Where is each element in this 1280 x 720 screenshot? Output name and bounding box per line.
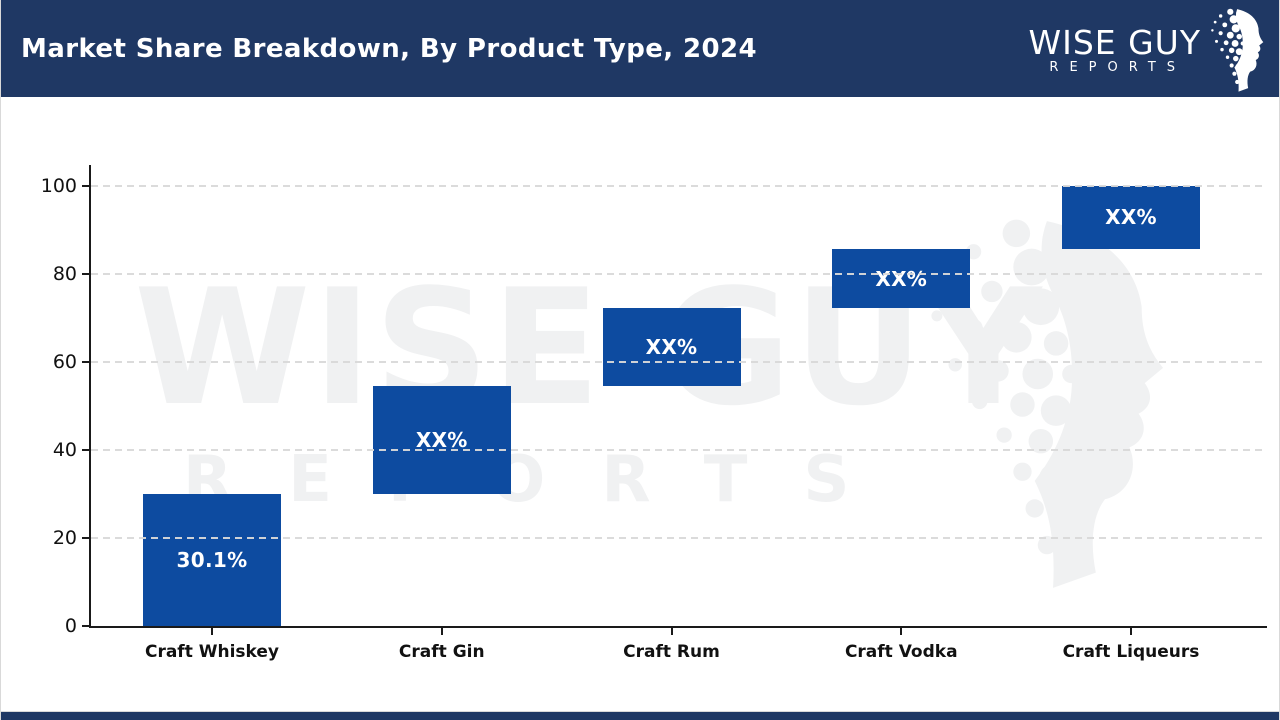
x-axis-label-2: Craft Rum: [623, 642, 720, 662]
y-axis-tick-20: [82, 537, 91, 539]
x-axis-tick-0: [211, 628, 213, 635]
x-axis-tick-3: [900, 628, 903, 635]
x-axis-tick-2: [670, 628, 673, 635]
bar-craft-vodka: XX%: [832, 248, 971, 309]
wiseguy-logo-text: WISE GUY REPORTS: [1028, 22, 1201, 76]
footer-bar: [1, 712, 1279, 720]
x-axis-line: [89, 626, 1267, 628]
y-axis-tick-100: [82, 185, 91, 187]
x-axis-label-3: Craft Vodka: [844, 642, 958, 662]
y-axis-tick-0: [82, 625, 91, 627]
bar-value-label: XX%: [1105, 205, 1157, 230]
gridline-40: [91, 449, 1267, 451]
gridline-100: [91, 185, 1267, 187]
footer-divider: [1, 711, 1279, 712]
bar-craft-whiskey: 30.1%: [143, 493, 281, 626]
y-axis-label-0: 0: [64, 615, 77, 637]
bar-craft-rum: XX%: [602, 308, 741, 386]
wiseguy-logo-reports: REPORTS: [1049, 60, 1187, 76]
y-axis-label-100: 100: [40, 175, 77, 197]
bar-value-label: XX%: [415, 427, 468, 452]
wiseguy-logo-brand: WISE GUY: [1028, 22, 1201, 62]
gridline-60: [91, 361, 1267, 363]
bar-value-label: XX%: [645, 335, 698, 360]
bar-value-label: 30.1%: [176, 547, 248, 572]
x-axis-label-4: Craft Liqueurs: [1062, 642, 1200, 662]
watermark-reports-text: REPORTS: [183, 443, 906, 517]
wiseguy-head-logo-icon: [1211, 8, 1264, 92]
gridline-80: [91, 273, 1267, 275]
y-axis-tick-60: [82, 361, 91, 363]
header-banner: Market Share Breakdown, By Product Type,…: [1, 0, 1279, 97]
bar-value-label: XX%: [875, 266, 928, 291]
x-axis-label-0: Craft Whiskey: [144, 642, 280, 662]
page-title: Market Share Breakdown, By Product Type,…: [21, 33, 757, 64]
bar-craft-liqueurs: XX%: [1062, 186, 1200, 249]
wiseguy-logo: WISE GUY REPORTS: [1028, 6, 1271, 94]
y-axis-line: [89, 165, 91, 628]
y-axis-label-20: 20: [52, 527, 77, 549]
x-axis-tick-1: [440, 628, 443, 635]
y-axis-label-60: 60: [52, 351, 77, 373]
x-axis-label-1: Craft Gin: [398, 642, 485, 662]
x-axis-tick-4: [1130, 628, 1132, 635]
y-axis-tick-80: [82, 273, 91, 275]
y-axis-tick-40: [82, 449, 91, 451]
y-axis-label-80: 80: [52, 263, 77, 285]
gridline-20: [91, 537, 1267, 539]
y-axis-label-40: 40: [52, 439, 77, 461]
bar-craft-gin: XX%: [372, 385, 511, 494]
